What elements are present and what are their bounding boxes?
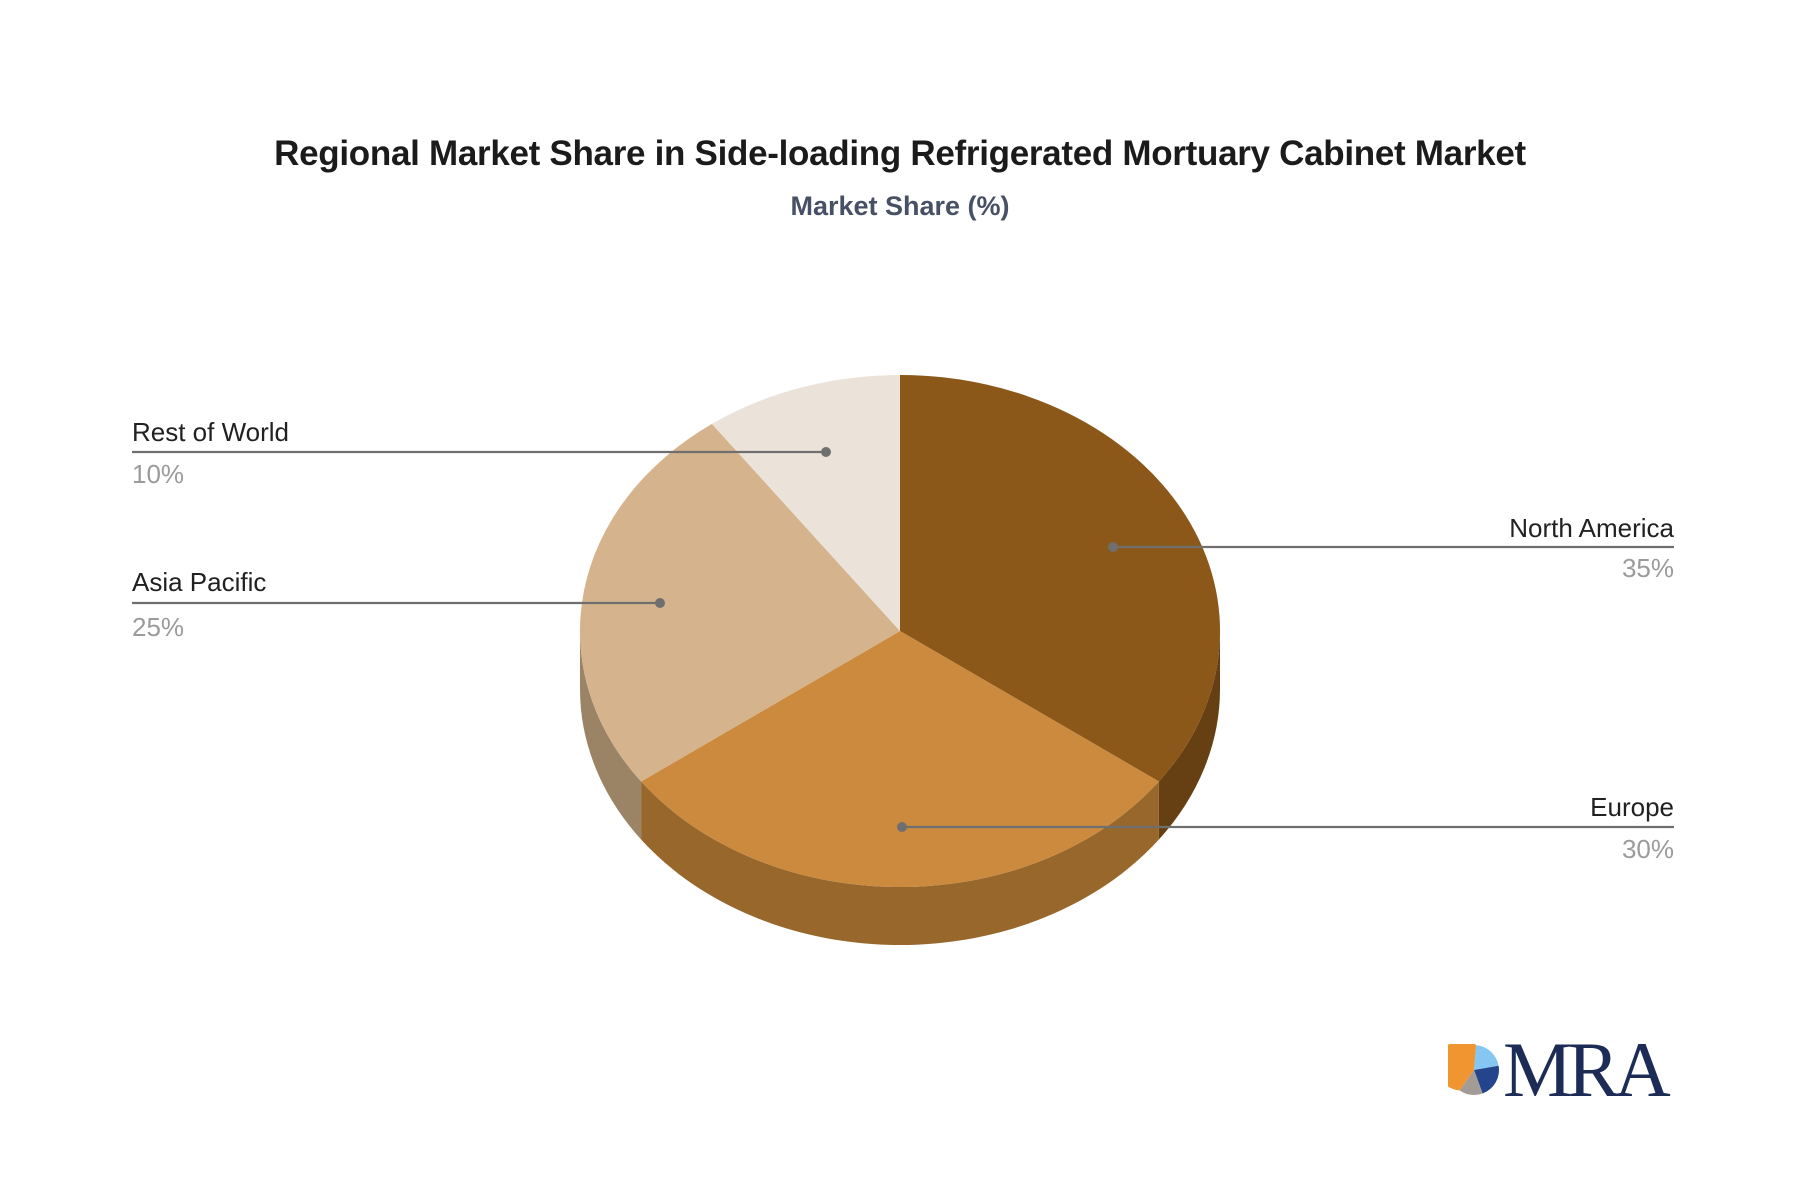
logo-slice-navy — [1474, 1065, 1499, 1094]
slice-label-europe: Europe — [1590, 792, 1674, 822]
slice-label-north-america: North America — [1509, 513, 1674, 543]
mra-logo-text: MRA — [1503, 1026, 1671, 1113]
chart-title: Regional Market Share in Side-loading Re… — [274, 134, 1526, 173]
pie-slices — [579, 375, 1221, 888]
pie-slice-europe — [641, 631, 1159, 888]
pie-side-europe — [641, 781, 1159, 946]
chart-subtitle: Market Share (%) — [790, 191, 1010, 221]
pie-3d-side-walls — [580, 631, 1220, 946]
slice-value-asia-pacific: 25% — [132, 612, 185, 642]
pie-slice-rest-of-world — [711, 375, 900, 631]
leader-dot-europe — [897, 822, 907, 832]
leader-dot-north-america — [1108, 542, 1118, 552]
leader-dot-asia-pacific — [655, 598, 665, 608]
pie-side-north-america — [1158, 631, 1220, 840]
slice-value-north-america: 35% — [1621, 553, 1674, 583]
pie-slice-north-america — [900, 375, 1221, 782]
leader-dots — [655, 447, 1118, 832]
pie-slice-asia-pacific — [579, 423, 900, 782]
logo-slice-gray — [1459, 1070, 1483, 1096]
slice-value-europe: 30% — [1621, 834, 1674, 864]
leader-lines — [132, 450, 1674, 829]
mra-logo: MRA — [1448, 1026, 1671, 1113]
slice-value-rest-of-world: 10% — [132, 459, 185, 489]
slice-label-rest-of-world: Rest of World — [132, 417, 290, 447]
pie-side-asia-pacific — [580, 631, 642, 840]
leader-dot-rest-of-world — [821, 447, 831, 457]
mra-logo-pie-icon — [1448, 1044, 1499, 1096]
logo-slice-lightblue — [1474, 1045, 1499, 1070]
slice-label-asia-pacific: Asia Pacific — [132, 567, 267, 597]
logo-slice-orange — [1448, 1044, 1477, 1091]
